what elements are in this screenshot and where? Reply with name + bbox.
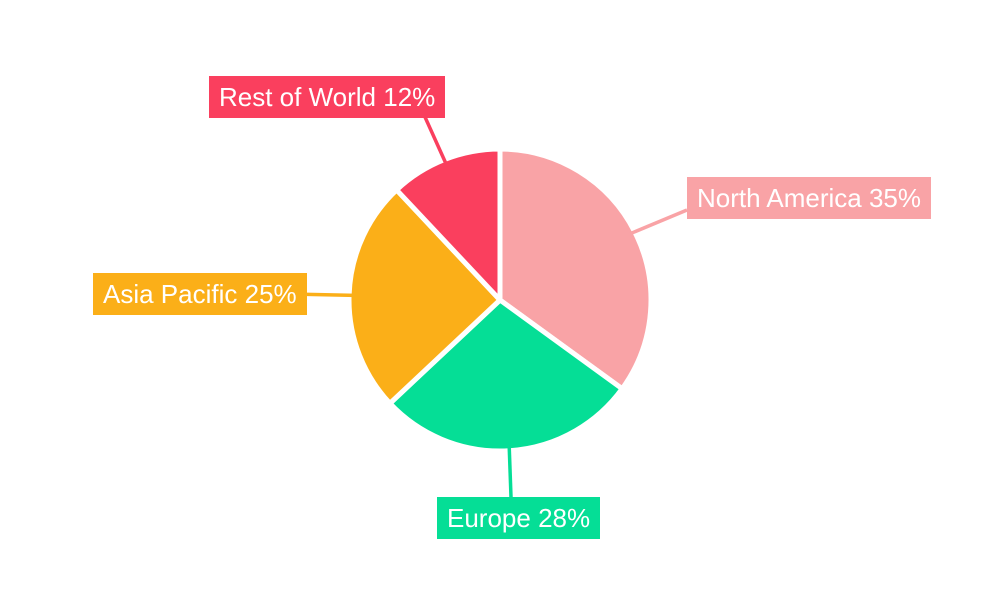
leader-line-rest-of-world <box>423 116 448 165</box>
callout-label-north-america: North America 35% <box>687 177 931 219</box>
callout-label-rest-of-world: Rest of World 12% <box>209 76 446 118</box>
leader-line-europe <box>507 445 513 498</box>
callout-label-asia-pacific: Asia Pacific 25% <box>93 273 307 315</box>
leader-line-north-america <box>629 208 688 236</box>
callout-label-europe: Europe 28% <box>437 497 601 539</box>
